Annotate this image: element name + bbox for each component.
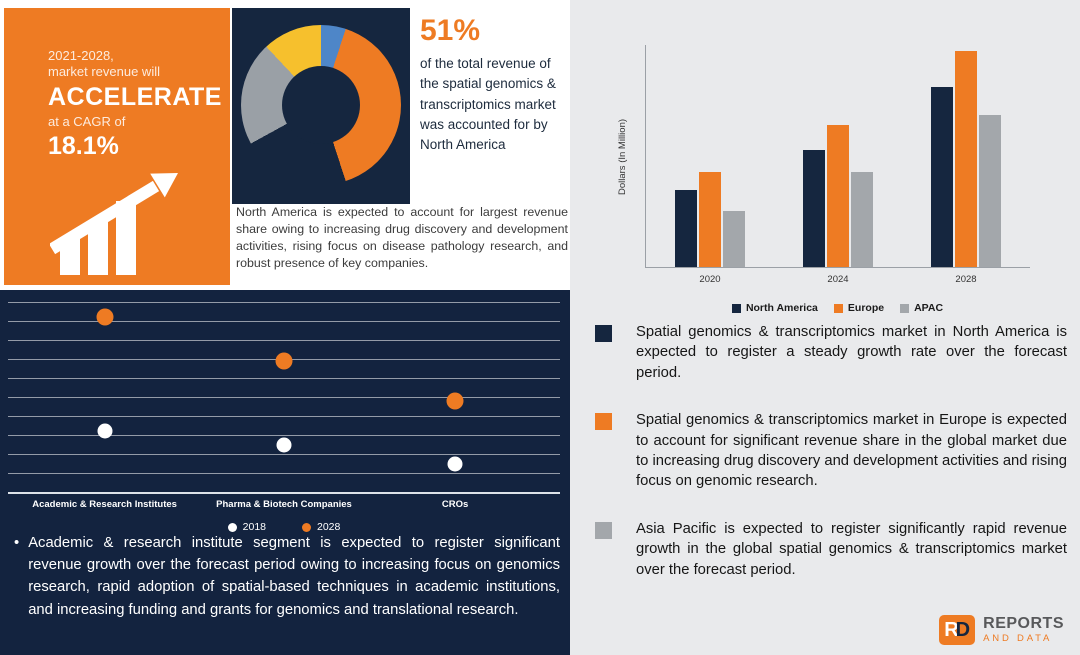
bar-North America xyxy=(675,190,697,267)
bar-Europe xyxy=(699,172,721,267)
logo-mark-icon: R D xyxy=(939,615,976,645)
stat-block: 51% of the total revenue of the spatial … xyxy=(420,14,568,155)
data-point-2028 xyxy=(96,308,114,326)
legend-dot-icon xyxy=(302,522,311,532)
bar-group-2020: 2020 xyxy=(675,172,745,285)
region-bullet: Spatial genomics & transcriptomics marke… xyxy=(595,322,1067,383)
data-point-2028 xyxy=(275,352,293,370)
logo-letter-r: R xyxy=(944,619,959,641)
bullet-marker: • xyxy=(14,535,20,551)
dot-plot-chart: Academic & Research Institutes Pharma & B… xyxy=(8,302,560,533)
y-axis-label: Dollars (In Million) xyxy=(617,118,628,195)
bar-North America xyxy=(803,149,825,267)
data-point-2028 xyxy=(446,392,464,410)
region-bullet: Spatial genomics & transcriptomics marke… xyxy=(595,410,1067,492)
region-bullet-text: Asia Pacific is expected to register sig… xyxy=(636,520,1067,578)
logo-letter-d: D xyxy=(955,619,971,641)
promo-period: 2021-2028, xyxy=(48,48,114,63)
dot-plot-gridline xyxy=(8,435,560,436)
logo-line1: REPORTS xyxy=(983,615,1064,633)
bar-APAC xyxy=(979,115,1001,267)
segment-panel: Academic & Research Institutes Pharma & B… xyxy=(0,290,570,655)
dot-plot-area xyxy=(8,302,560,494)
stat-value: 51% xyxy=(420,14,481,47)
promo-accelerate: ACCELERATE xyxy=(48,83,222,111)
donut-hole xyxy=(282,66,360,144)
legend-label: 2018 xyxy=(242,521,266,533)
cagr-panel: 2021-2028, market revenue will ACCELERAT… xyxy=(4,8,230,285)
region-bullet-text: Spatial genomics & transcriptomics marke… xyxy=(636,324,1067,381)
bar-legend-item: North America xyxy=(731,302,818,314)
legend-label: Europe xyxy=(847,302,885,314)
logo-text: REPORTS AND DATA xyxy=(983,615,1064,644)
legend-label: APAC xyxy=(914,302,944,314)
bullet-square-icon xyxy=(595,413,612,431)
promo-cagr-value: 18.1% xyxy=(48,132,119,160)
promo-cagr-label: at a CAGR of xyxy=(48,114,126,129)
dot-plot-gridline xyxy=(8,454,560,455)
logo-line2: AND DATA xyxy=(983,632,1053,644)
bar-APAC xyxy=(723,211,745,267)
reports-and-data-logo: R D REPORTS AND DATA xyxy=(939,615,1064,645)
dot-plot-legend-item: 2018 xyxy=(227,521,266,533)
dot-plot-categories: Academic & Research Institutes Pharma & B… xyxy=(8,499,560,513)
data-point-2018 xyxy=(447,456,463,471)
dot-plot-gridline xyxy=(8,397,560,398)
bar-chart-legend: North America Europe APAC xyxy=(630,302,1045,314)
region-bullet-text: Spatial genomics & transcriptomics marke… xyxy=(636,412,1067,490)
region-bullets: Spatial genomics & transcriptomics marke… xyxy=(595,322,1067,580)
legend-square-icon xyxy=(833,303,843,313)
dot-plot-gridline xyxy=(8,321,560,322)
dot-plot-category-label: Pharma & Biotech Companies xyxy=(216,499,352,510)
donut-chart xyxy=(241,25,401,185)
bar-chart: 2020 2024 2028 xyxy=(645,45,1030,285)
x-tick-label: 2020 xyxy=(699,274,721,285)
dot-plot-gridline xyxy=(8,340,560,341)
bar-Europe xyxy=(955,50,977,267)
promo-subtitle: market revenue will xyxy=(48,64,160,79)
dot-plot-legend-item: 2028 xyxy=(302,521,340,533)
bullet-square-icon xyxy=(595,325,612,342)
dot-plot-gridline xyxy=(8,302,560,303)
bullet-square-icon xyxy=(595,521,612,539)
growth-arrow-icon xyxy=(48,171,230,280)
bar-group-2024: 2024 xyxy=(803,125,873,285)
legend-label: 2028 xyxy=(317,521,341,533)
donut-box xyxy=(232,8,410,204)
dot-plot-gridline xyxy=(8,378,560,379)
north-america-paragraph: North America is expected to account for… xyxy=(236,205,568,270)
bar-APAC xyxy=(851,172,873,267)
bar-North America xyxy=(931,86,953,267)
legend-label: North America xyxy=(745,302,818,314)
dot-plot-category-label: Academic & Research Institutes xyxy=(32,499,177,510)
bar-legend-item: APAC xyxy=(900,302,943,314)
legend-square-icon xyxy=(731,303,741,313)
north-america-panel: 51% of the total revenue of the spatial … xyxy=(230,0,570,290)
x-tick-label: 2028 xyxy=(955,274,977,285)
stat-description: of the total revenue of the spatial geno… xyxy=(420,56,556,152)
region-bullet: Asia Pacific is expected to register sig… xyxy=(595,519,1067,580)
dot-plot-gridline xyxy=(8,473,560,474)
dot-plot-legend: 2018 2028 xyxy=(8,521,560,533)
dot-plot-gridline xyxy=(8,416,560,417)
segment-bullet: • Academic & research institute segment … xyxy=(14,532,560,621)
segment-bullet-text: Academic & research institute segment is… xyxy=(28,535,560,618)
bar-legend-item: Europe xyxy=(833,302,885,314)
data-point-2018 xyxy=(97,423,113,439)
dot-plot-category-label: CROs xyxy=(441,499,469,510)
regional-column: Dollars (In Million) 2020 2024 2028 North … xyxy=(570,0,1080,655)
legend-dot-icon xyxy=(227,522,237,532)
data-point-2018 xyxy=(276,437,292,452)
bar-Europe xyxy=(827,125,849,267)
x-tick-label: 2024 xyxy=(827,274,849,285)
bar-group-2028: 2028 xyxy=(931,50,1001,285)
legend-square-icon xyxy=(900,303,910,313)
